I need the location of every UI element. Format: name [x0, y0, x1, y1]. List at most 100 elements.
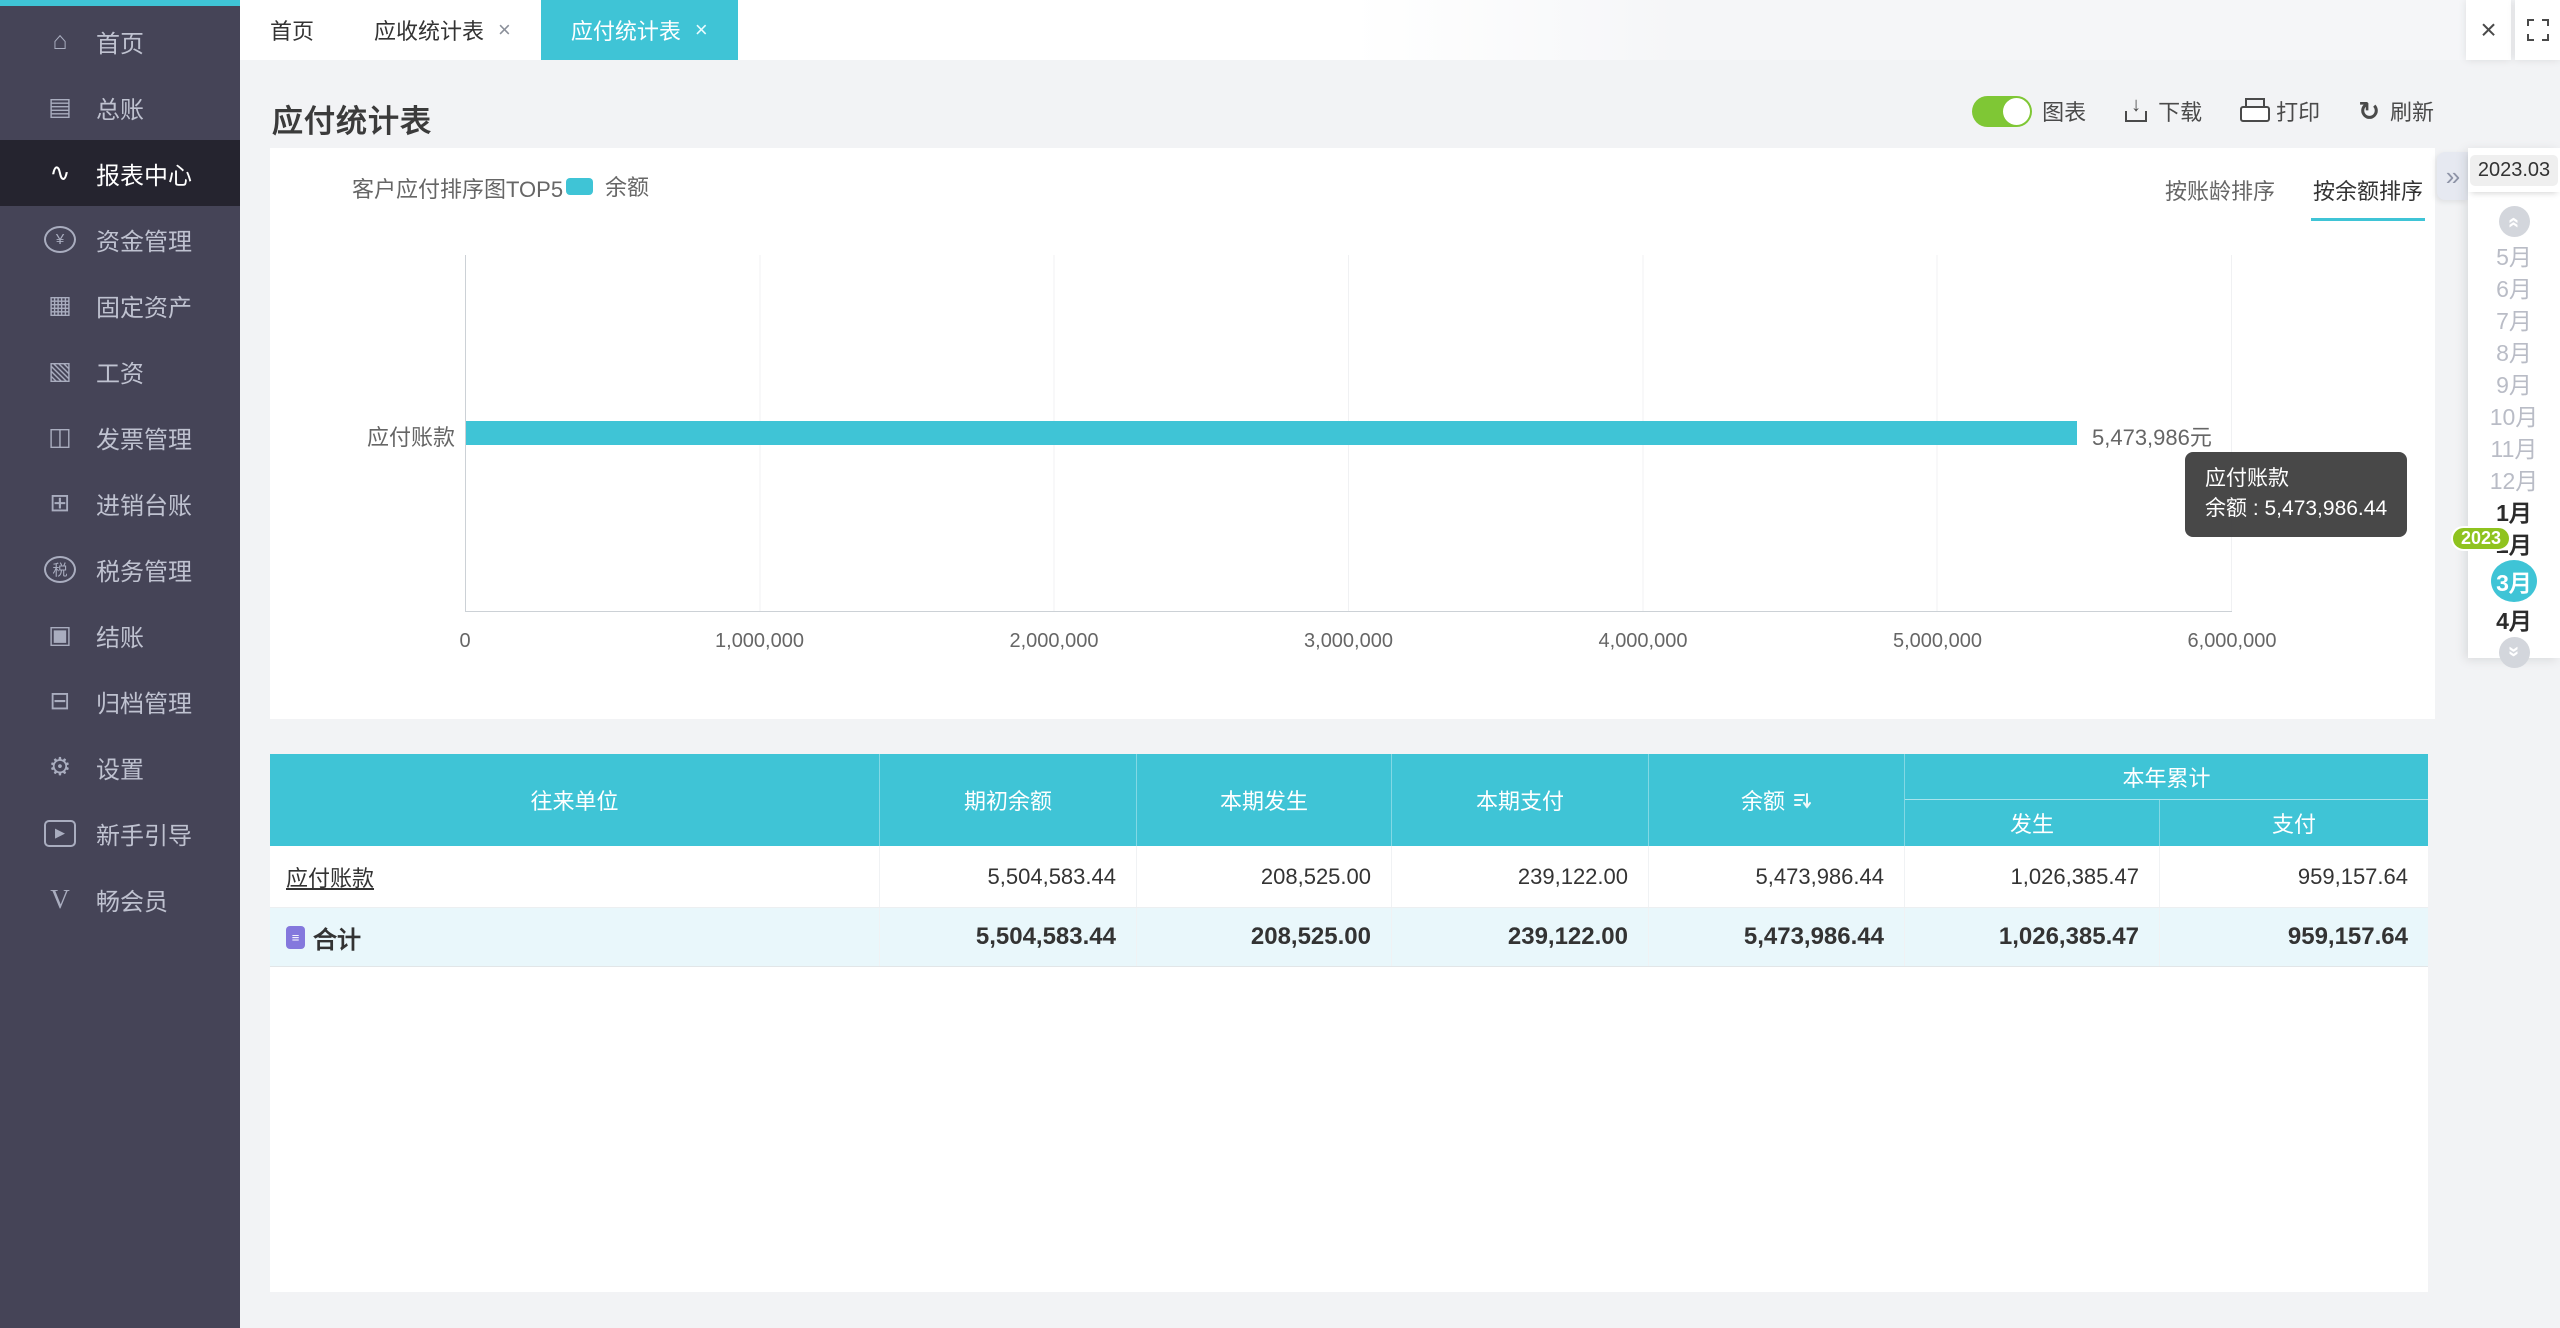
- tab-home[interactable]: 首页: [240, 0, 344, 60]
- page-title: 应付统计表: [272, 104, 432, 139]
- month-item-jul[interactable]: 7月: [2496, 308, 2532, 334]
- sidebar-item-funds[interactable]: ¥ 资金管理: [0, 206, 240, 272]
- tab-bar: 首页 应收统计表 × 应付统计表 × ×: [240, 0, 2560, 60]
- sidebar-item-tax[interactable]: 税税务管理: [0, 536, 240, 602]
- sidebar-item-payroll[interactable]: ▧ 工资: [0, 338, 240, 404]
- table-row: 应付账款 5,504,583.44 208,525.00 239,122.00 …: [270, 846, 2428, 908]
- chart-plot-area: [465, 255, 2232, 612]
- legend-swatch: [566, 177, 593, 195]
- month-item-may[interactable]: 5月: [2496, 244, 2532, 270]
- sidebar-item-fixed-assets[interactable]: ▦ 固定资产: [0, 272, 240, 338]
- scroll-down-button[interactable]: «: [2498, 637, 2530, 668]
- report-center-icon: ∿: [49, 159, 71, 187]
- sort-by-age-link[interactable]: 按账龄排序: [2164, 179, 2275, 204]
- sidebar-item-general-ledger[interactable]: ▤ 总账: [0, 74, 240, 140]
- chart-legend[interactable]: 余额: [566, 170, 649, 202]
- sidebar-item-label: 报表中心: [96, 162, 192, 190]
- tab-receivable-report[interactable]: 应收统计表 ×: [344, 0, 541, 60]
- print-label: 打印: [2276, 100, 2321, 125]
- sidebar-item-closing[interactable]: ▣ 结账: [0, 602, 240, 668]
- header-balance-label: 余额: [1740, 789, 1785, 814]
- total-ytd-paid: 959,157.64: [2287, 923, 2408, 950]
- header-period-incurred: 本期发生: [1137, 754, 1392, 846]
- sidebar-item-label: 畅会员: [96, 888, 168, 916]
- settings-icon: ⚙: [48, 753, 72, 781]
- fullscreen-icon: [2526, 19, 2549, 41]
- sidebar-item-invoice[interactable]: ◫ 发票管理: [0, 404, 240, 470]
- refresh-button[interactable]: ↻ 刷新: [2358, 95, 2434, 127]
- sidebar-item-report-center[interactable]: ∿ 报表中心: [0, 140, 240, 206]
- tooltip-value: 余额 : 5,473,986.44: [2205, 497, 2388, 521]
- month-item-dec[interactable]: 12月: [2489, 468, 2539, 494]
- sort-controls: 按账龄排序 按余额排序: [2163, 168, 2425, 221]
- print-button[interactable]: 打印: [2240, 95, 2320, 127]
- month-item-jun[interactable]: 6月: [2496, 276, 2532, 302]
- row-period-incurred: 208,525.00: [1137, 846, 1392, 907]
- sidebar-item-archive[interactable]: ⊟ 归档管理: [0, 668, 240, 734]
- month-item-jan[interactable]: 1月: [2496, 500, 2532, 526]
- fixed-assets-icon: ▦: [48, 291, 72, 319]
- payable-account-link[interactable]: 应付账款: [286, 865, 375, 891]
- toggle-knob: [2003, 97, 2031, 125]
- tab-payable-report[interactable]: 应付统计表 ×: [540, 0, 738, 60]
- download-button[interactable]: 下载: [2124, 94, 2202, 127]
- chart-toggle[interactable]: [1972, 95, 2033, 127]
- sidebar-item-label: 发票管理: [96, 426, 192, 454]
- funds-icon: ¥: [44, 225, 76, 253]
- sidebar-item-purchase-sale[interactable]: ⊞ 进销台账: [0, 470, 240, 536]
- x-tick: 3,000,000: [1304, 630, 1393, 652]
- sidebar-top-accent: [0, 0, 240, 6]
- close-tab-icon[interactable]: ×: [694, 17, 708, 42]
- sidebar-item-label: 工资: [96, 360, 144, 388]
- sidebar: ⌂ 首页 ▤ 总账 ∿ 报表中心 ¥ 资金管理 ▦ 固定资产 ▧ 工资 ◫ 发票管理 ⊞ 进销台…: [0, 6, 240, 1328]
- sidebar-item-tutorial[interactable]: ▶ 新手引导: [0, 800, 240, 866]
- fullscreen-button[interactable]: [2515, 0, 2560, 60]
- balance-bar[interactable]: [466, 421, 2078, 445]
- x-tick: 6,000,000: [2187, 630, 2277, 652]
- header-balance-sortable[interactable]: 余额: [1649, 754, 1905, 846]
- refresh-icon: ↻: [2358, 96, 2380, 126]
- month-item-mar-active[interactable]: 3月: [2491, 560, 2537, 602]
- month-item-nov[interactable]: 11月: [2490, 436, 2538, 462]
- tutorial-icon: ▶: [44, 819, 76, 847]
- total-label: 合计: [313, 926, 361, 954]
- sidebar-item-member[interactable]: V 畅会员: [0, 866, 240, 932]
- total-label-cell: ≡ 合计: [270, 908, 880, 966]
- chart-toggle-label: 图表: [2042, 100, 2087, 125]
- collapse-panel-button[interactable]: »: [2437, 152, 2469, 200]
- header-ytd: 本年累计: [1905, 754, 2428, 800]
- row-ytd-paid: 959,157.64: [2297, 863, 2408, 889]
- sidebar-item-home[interactable]: ⌂ 首页: [0, 8, 240, 74]
- download-icon: [2124, 94, 2148, 122]
- row-ytd-incurred: 1,026,385.47: [1905, 846, 2160, 907]
- sidebar-item-label: 设置: [96, 756, 144, 784]
- header-ytd-incurred: 发生: [1905, 800, 2160, 846]
- tax-icon: 税: [44, 555, 76, 583]
- month-item-apr[interactable]: 4月: [2496, 608, 2532, 634]
- sidebar-item-settings[interactable]: ⚙ 设置: [0, 734, 240, 800]
- month-item-sep[interactable]: 9月: [2496, 372, 2532, 398]
- sort-by-balance-link[interactable]: 按余额排序: [2310, 168, 2425, 221]
- sidebar-item-label: 资金管理: [96, 228, 192, 256]
- sidebar-item-label: 归档管理: [96, 690, 192, 718]
- month-item-aug[interactable]: 8月: [2496, 340, 2532, 366]
- x-tick: 2,000,000: [1009, 630, 1099, 652]
- scroll-up-button[interactable]: «: [2498, 206, 2530, 237]
- legend-label: 余额: [605, 175, 650, 200]
- window-controls: ×: [2466, 0, 2560, 60]
- tooltip-title: 应付账款: [2205, 467, 2289, 490]
- close-tab-icon[interactable]: ×: [498, 17, 511, 42]
- x-axis-ticks: 0 1,000,000 2,000,000 3,000,000 4,000,00…: [459, 630, 2276, 660]
- current-period-header: 2023.03: [2468, 148, 2560, 192]
- month-item-oct[interactable]: 10月: [2489, 404, 2539, 430]
- total-balance: 5,473,986.44: [1649, 908, 1905, 966]
- closing-icon: ▣: [48, 621, 72, 649]
- header-ytd-paid: 支付: [2271, 812, 2316, 837]
- close-window-button[interactable]: ×: [2466, 0, 2511, 60]
- sidebar-item-label: 进销台账: [96, 492, 192, 520]
- total-period-paid: 239,122.00: [1392, 908, 1649, 966]
- double-chevron-right-icon: »: [2445, 160, 2461, 191]
- sort-descending-icon[interactable]: [1793, 791, 1812, 810]
- chart-toggle-group: 图表: [1972, 95, 2086, 127]
- sidebar-item-label: 结账: [96, 624, 144, 652]
